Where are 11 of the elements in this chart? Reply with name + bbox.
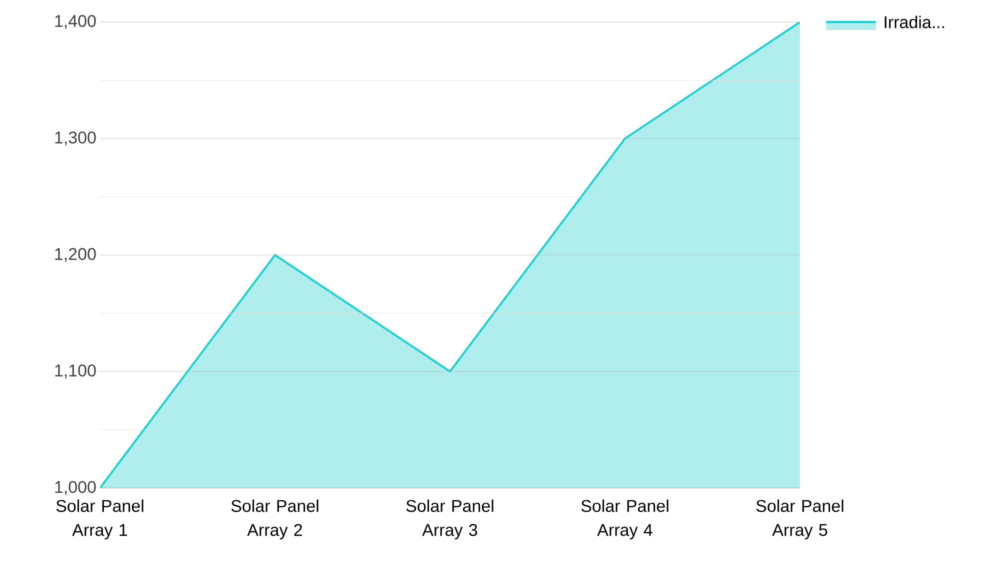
- x-tick-label: Solar Panel Array 3: [406, 500, 494, 540]
- y-tick-label: 1,200: [55, 248, 96, 262]
- x-tick-label: Solar Panel Array 4: [581, 500, 668, 540]
- y-tick-label: 1,100: [55, 364, 96, 379]
- y-tick-label: 1,300: [55, 131, 96, 146]
- x-tick-label: Solar Panel Array 2: [231, 500, 318, 540]
- x-tick-label: Solar Panel Array 1: [56, 500, 144, 540]
- y-tick-label: 1,000: [55, 480, 96, 496]
- x-tick-label: Solar Panel Array 5: [756, 500, 844, 540]
- y-tick-label: 1,400: [55, 14, 96, 30]
- legend-label: Irradia...: [884, 16, 944, 28]
